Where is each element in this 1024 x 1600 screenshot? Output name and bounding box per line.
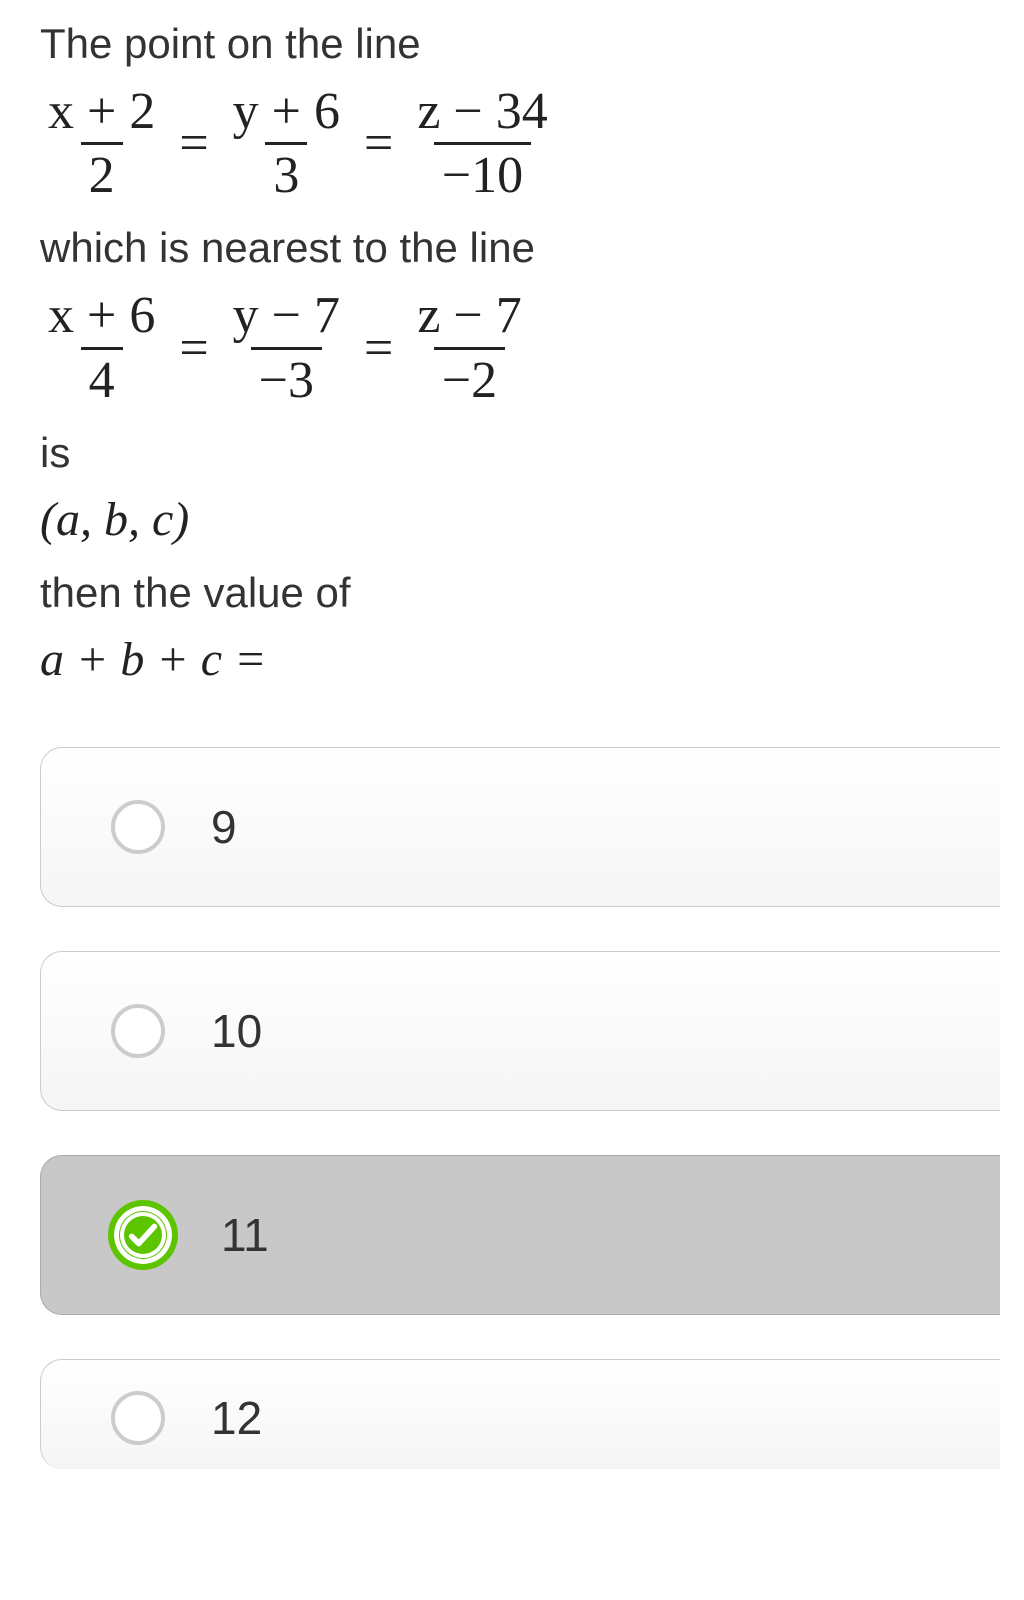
eq1-frac1-num: x + 2 [40,83,163,142]
radio-unchecked-icon [111,1391,165,1445]
eq1-frac1-den: 2 [81,142,123,204]
radio-checked-icon [111,1203,175,1267]
radio-unchecked-icon [111,1004,165,1058]
eq2-frac1-num: x + 6 [40,287,163,346]
option-1-label: 9 [211,800,237,854]
eq1-frac3-den: −10 [434,142,531,204]
equals-sign: = [362,114,395,173]
option-2-label: 10 [211,1004,262,1058]
eq1-frac2-num: y + 6 [225,83,348,142]
equation-2: x + 6 4 = y − 7 −3 = z − 7 −2 [40,287,1024,408]
option-2[interactable]: 10 [40,951,1000,1111]
eq1-frac2-den: 3 [265,142,307,204]
option-4-label: 12 [211,1391,262,1445]
question-line-4: then the value of [40,561,1024,624]
tuple-abc: (a, b, c) [40,492,1024,547]
eq2-frac1: x + 6 4 [40,287,163,408]
eq2-frac2-num: y − 7 [225,287,348,346]
equals-sign: = [177,319,210,378]
eq1-frac3-num: z − 34 [409,83,555,142]
equals-sign: = [177,114,210,173]
option-3[interactable]: 11 [40,1155,1000,1315]
option-3-label: 11 [221,1208,269,1262]
options-list: 9 10 11 12 [40,747,1000,1469]
question-line-3: is [40,421,1024,484]
question-line-2: which is nearest to the line [40,216,1024,279]
eq2-frac1-den: 4 [81,347,123,409]
expression-abc: a + b + c = [40,632,1024,687]
question-line-1: The point on the line [40,12,1024,75]
eq1-frac2: y + 6 3 [225,83,348,204]
eq1-frac1: x + 2 2 [40,83,163,204]
eq2-frac3-num: z − 7 [409,287,529,346]
option-4[interactable]: 12 [40,1359,1000,1469]
radio-unchecked-icon [111,800,165,854]
eq2-frac2-den: −3 [251,347,322,409]
eq1-frac3: z − 34 −10 [409,83,555,204]
option-1[interactable]: 9 [40,747,1000,907]
eq2-frac2: y − 7 −3 [225,287,348,408]
eq2-frac3: z − 7 −2 [409,287,529,408]
equation-1: x + 2 2 = y + 6 3 = z − 34 −10 [40,83,1024,204]
eq2-frac3-den: −2 [434,347,505,409]
equals-sign: = [362,319,395,378]
